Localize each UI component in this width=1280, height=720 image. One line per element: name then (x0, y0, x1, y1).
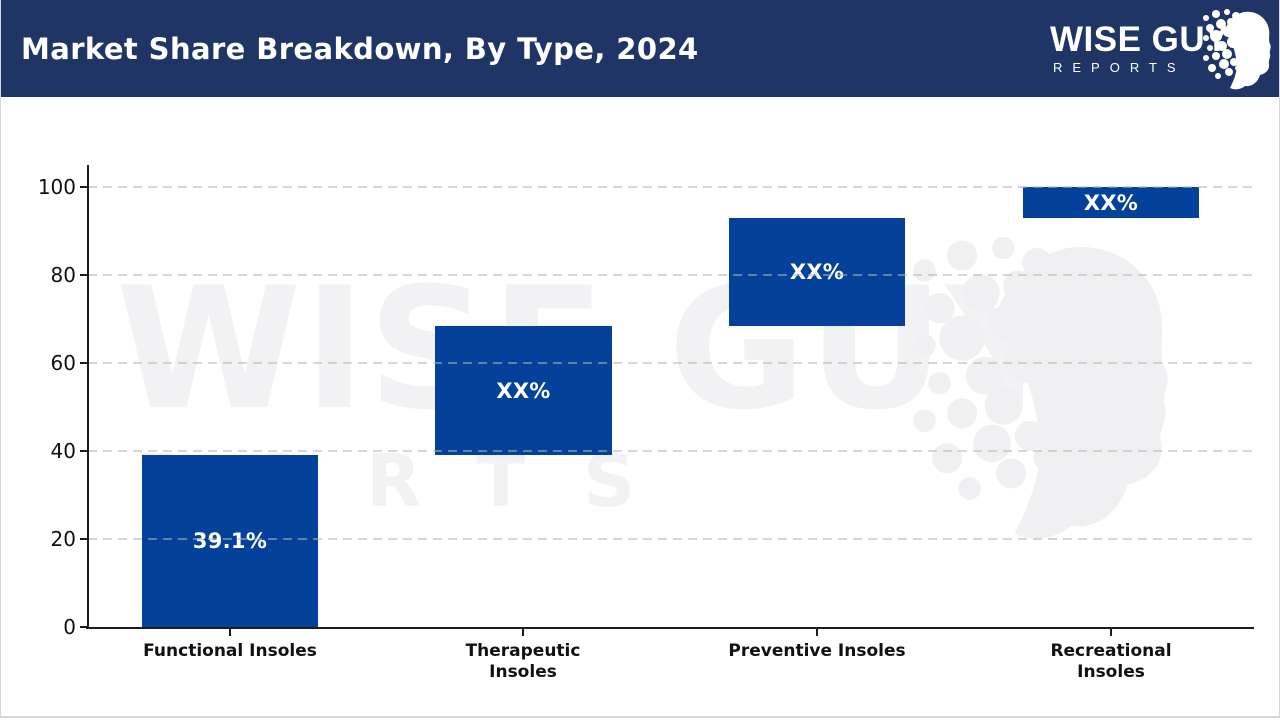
bar-preventive-insoles: XX% (729, 218, 905, 326)
y-tick-label: 100 (37, 175, 76, 199)
watermark-face-icon (913, 236, 1168, 539)
y-tick-label: 40 (50, 439, 76, 463)
x-label-line: Recreational (1050, 641, 1172, 661)
logo-wordmark: WISE GUY (1050, 20, 1230, 59)
x-tick (229, 629, 231, 636)
header-bar: Market Share Breakdown, By Type, 2024 WI… (0, 0, 1280, 97)
bar-value-label: XX% (1083, 190, 1139, 215)
x-tick (1110, 629, 1112, 636)
y-tick-label: 60 (50, 351, 76, 375)
gridline-40 (88, 450, 1252, 452)
gridline-60 (88, 362, 1252, 364)
bar-value-label: XX% (496, 378, 551, 403)
x-tick (522, 629, 524, 636)
x-label-therapeutic-insoles: Therapeutic Insoles (413, 641, 633, 683)
bar-therapeutic-insoles: XX% (435, 326, 612, 455)
y-tick (80, 626, 87, 628)
y-tick (80, 538, 87, 540)
wiseguy-face-icon (1203, 9, 1271, 90)
wiseguy-logo: WISE GUY REPORTS (1022, 0, 1274, 97)
y-tick (80, 362, 87, 364)
gridline-20 (88, 538, 1252, 540)
logo-subtitle: REPORTS (1053, 60, 1186, 75)
y-tick (80, 274, 87, 276)
x-label-recreational-insoles: Recreational Insoles (1001, 641, 1221, 683)
x-label-line: Insoles (1077, 662, 1145, 682)
x-label-preventive-insoles: Preventive Insoles (707, 641, 927, 662)
bar-recreational-insoles: XX% (1023, 187, 1199, 218)
y-tick-label: 0 (63, 615, 76, 639)
x-label-functional-insoles: Functional Insoles (120, 641, 340, 662)
bar-value-label: 39.1% (192, 529, 268, 553)
y-axis-spine (87, 165, 89, 629)
x-label-line: Therapeutic (465, 641, 581, 661)
y-tick-label: 80 (50, 263, 76, 287)
gridline-100 (88, 186, 1252, 188)
x-axis-spine (86, 627, 1254, 629)
y-tick (80, 450, 87, 452)
y-tick (80, 186, 87, 188)
y-tick-label: 20 (50, 527, 76, 551)
x-label-line: Insoles (489, 662, 557, 682)
bar-value-label: XX% (789, 260, 845, 284)
x-label-line: Preventive Insoles (728, 641, 906, 661)
gridline-80 (88, 274, 1252, 276)
x-label-line: Functional Insoles (143, 641, 317, 661)
x-tick (816, 629, 818, 636)
bar-functional-insoles: 39.1% (142, 455, 318, 627)
page-title: Market Share Breakdown, By Type, 2024 (21, 31, 699, 66)
chart-area: WISE GUY PORTS 39.1% XX% XX% XX% (0, 97, 1280, 720)
